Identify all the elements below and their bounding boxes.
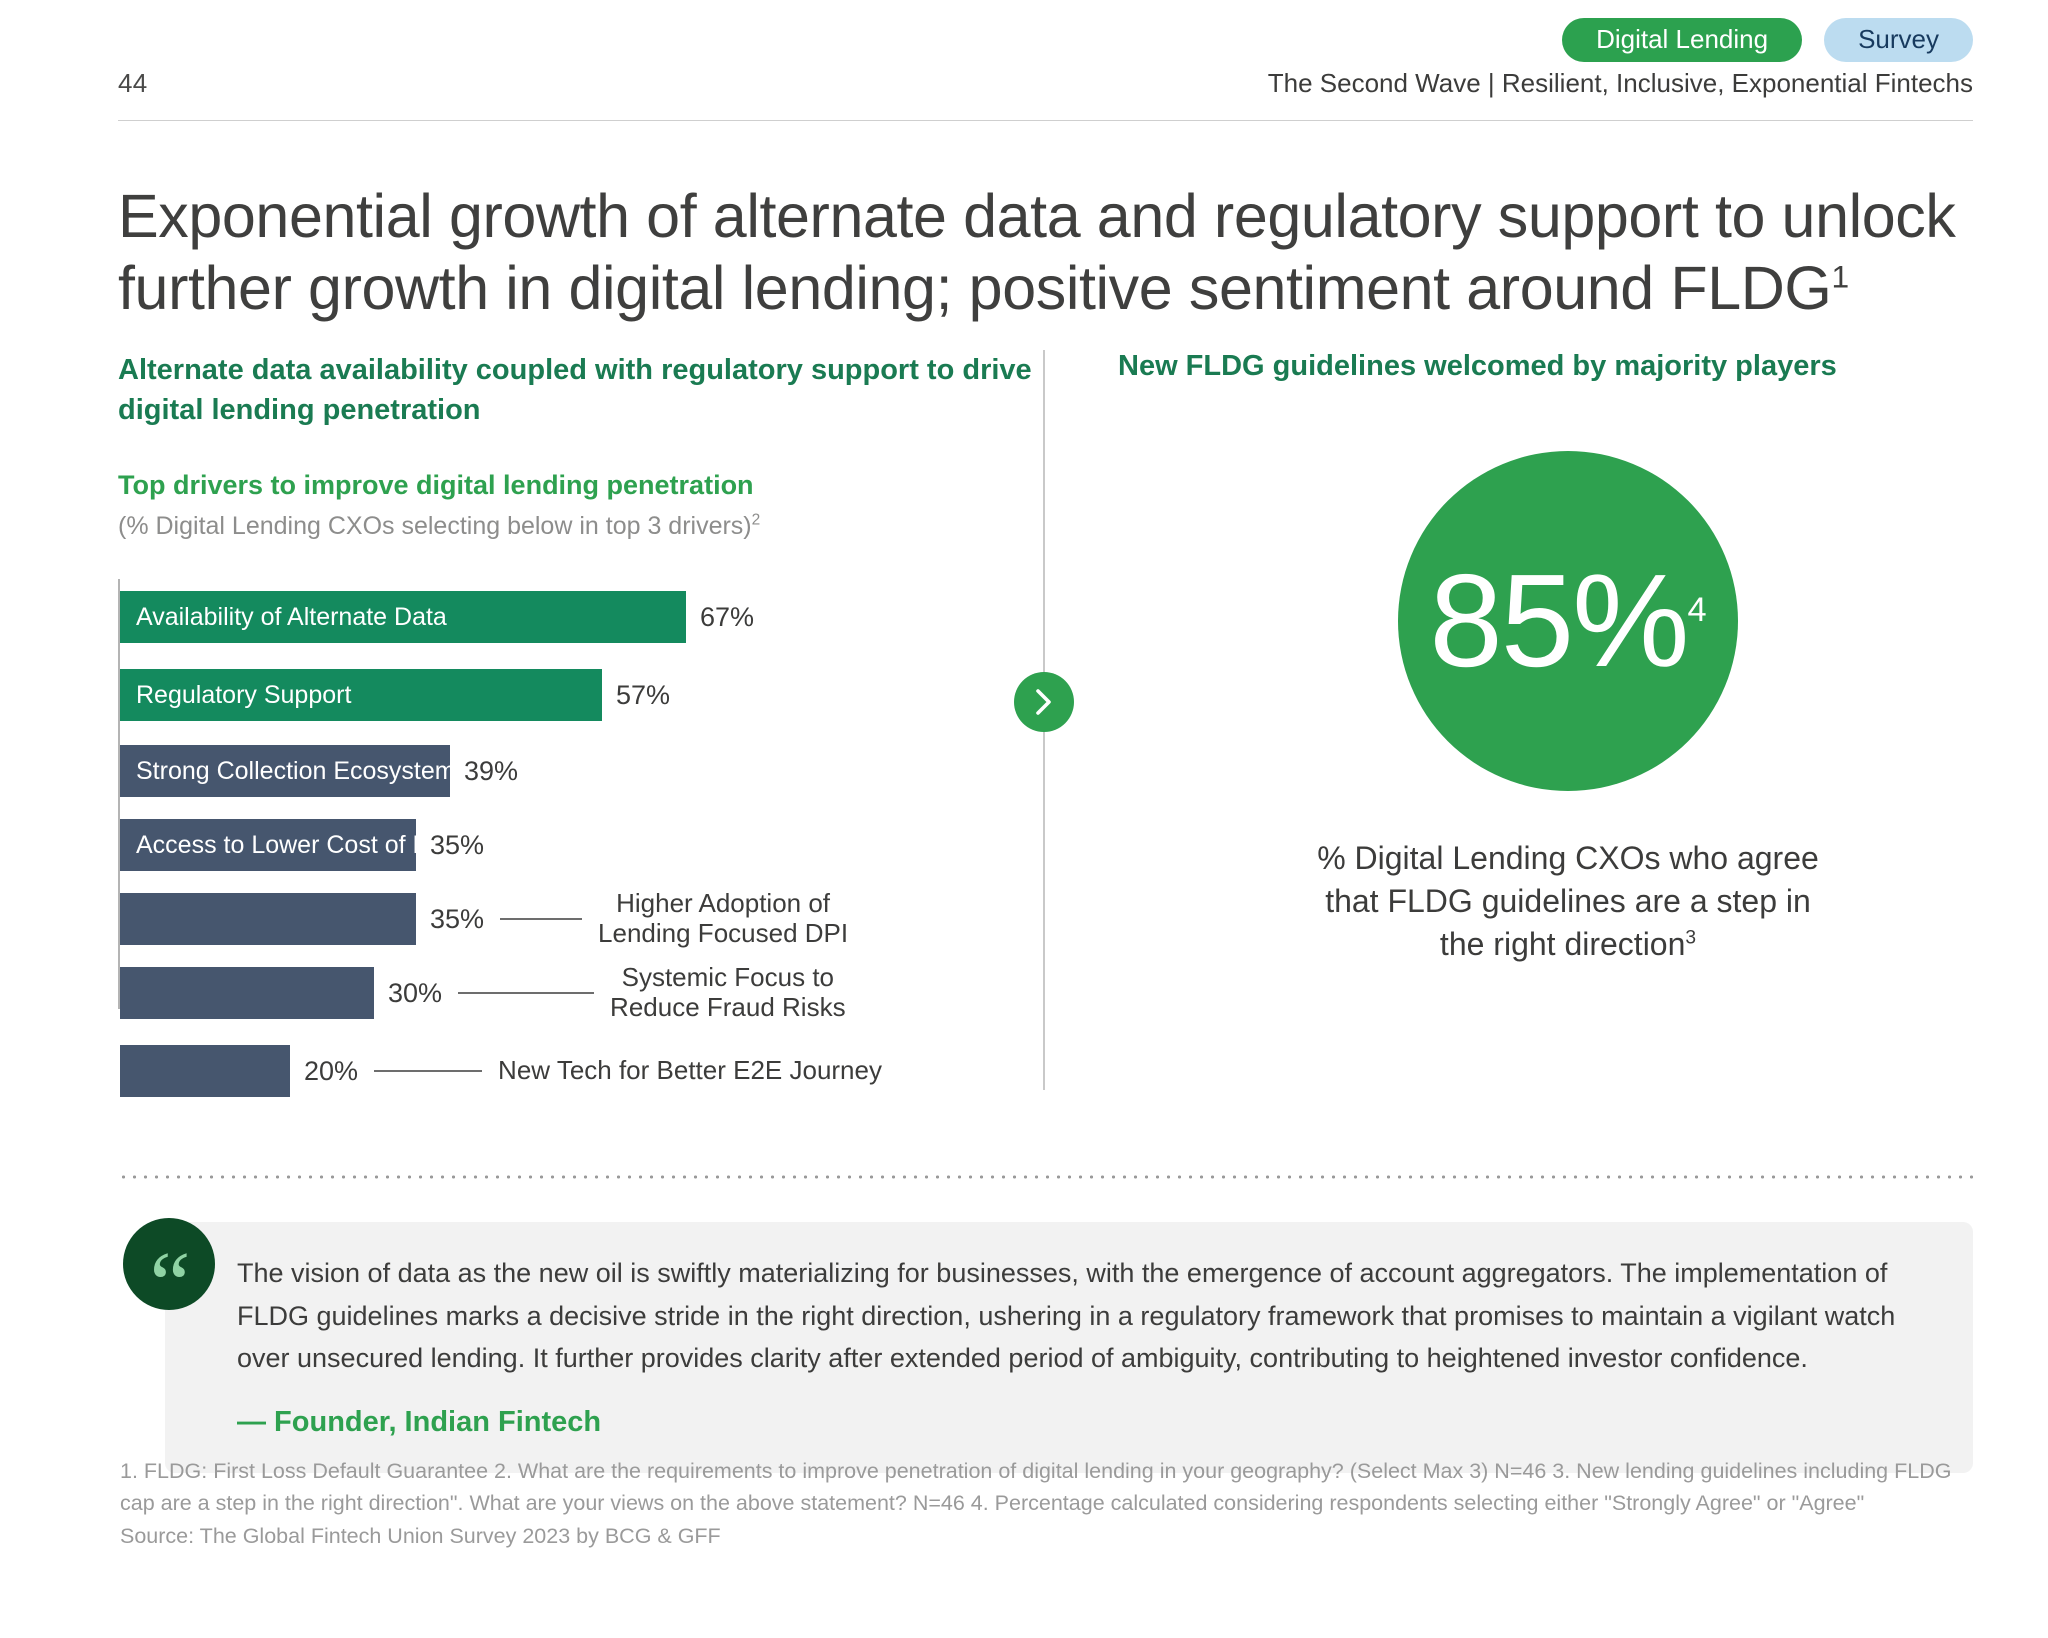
stat-caption-line-1: % Digital Lending CXOs who agree	[1317, 840, 1819, 876]
chart-bar-row: Regulatory Support 57%	[120, 669, 671, 722]
bar-outside-label-line-1: Higher Adoption of	[616, 888, 831, 919]
page-title-line-2: further growth in digital lending; posit…	[118, 253, 1832, 322]
badge-survey[interactable]: Survey	[1824, 18, 1973, 62]
content-panels: Alternate data availability coupled with…	[118, 350, 1978, 1150]
bar-label: Access to Lower Cost of Funds	[136, 830, 482, 859]
bar-chart: Availability of Alternate Data 67% Regul…	[118, 579, 1038, 1098]
chevron-right-icon[interactable]	[1014, 672, 1074, 732]
page-title: Exponential growth of alternate data and…	[118, 181, 1978, 325]
footnote-line-2: cap are a step in the right direction". …	[120, 1491, 1865, 1516]
chart-bar-row: Availability of Alternate Data 67%	[120, 591, 755, 644]
quote-attribution: — Founder, Indian Fintech	[237, 1405, 602, 1438]
footnotes: 1. FLDG: First Loss Default Guarantee 2.…	[120, 1455, 1978, 1552]
bar-value: 20%	[304, 1055, 359, 1086]
bar	[120, 1045, 290, 1098]
bar	[120, 893, 416, 946]
bar-value: 39%	[464, 755, 519, 786]
right-panel: New FLDG guidelines welcomed by majority…	[1118, 350, 2018, 966]
header-divider-rule	[118, 120, 1973, 121]
bar-outside-label-line-1: Systemic Focus to	[621, 962, 835, 993]
bar-outside-label: Systemic Focus to Reduce Fraud Risks	[610, 963, 846, 1022]
stat-superscript: 4	[1687, 591, 1707, 629]
leader-line	[500, 918, 583, 921]
stat-caption-line-2: that FLDG guidelines are a step in	[1325, 882, 1811, 919]
stat-caption-superscript: 3	[1685, 927, 1697, 949]
quote-text: The vision of data as the new oil is swi…	[237, 1258, 1896, 1374]
bar-outside-label: New Tech for Better E2E Journey	[498, 1055, 882, 1086]
chart-bar-row: Access to Lower Cost of Funds 35%	[120, 819, 485, 872]
bar-value: 35%	[430, 829, 485, 860]
stat-value-wrapper: 85%4	[1429, 555, 1706, 687]
deck-running-title: The Second Wave | Resilient, Inclusive, …	[1267, 68, 1973, 98]
quote-box: The vision of data as the new oil is swi…	[165, 1222, 1973, 1473]
bar: Strong Collection Ecosystem	[120, 745, 456, 798]
chart-title: Top drivers to improve digital lending p…	[118, 470, 754, 501]
chart-bar-row: 30% Systemic Focus to Reduce Fraud Risks	[120, 963, 846, 1022]
bar: Regulatory Support	[120, 669, 602, 722]
quote-mark-icon: “	[123, 1218, 215, 1330]
dotted-divider	[118, 1175, 1973, 1179]
bar-value: 67%	[700, 601, 755, 632]
bar-value: 35%	[430, 903, 485, 934]
stat-caption-line-3: the right direction	[1439, 925, 1686, 962]
bar: Access to Lower Cost of Funds	[120, 819, 482, 872]
bar: Availability of Alternate Data	[120, 591, 686, 644]
chart-bar-row: Strong Collection Ecosystem 39%	[120, 745, 519, 798]
header-row: 44 The Second Wave | Resilient, Inclusiv…	[118, 68, 1973, 99]
bar-label: Availability of Alternate Data	[136, 602, 447, 631]
bar-value: 30%	[388, 977, 443, 1008]
chart-axis-line	[118, 579, 120, 1010]
bar-outside-label-line-2: Reduce Fraud Risks	[610, 992, 846, 1023]
chart-bar-row: 20% New Tech for Better E2E Journey	[120, 1045, 882, 1098]
page-number: 44	[118, 68, 148, 98]
footnote-line-3: Source: The Global Fintech Union Survey …	[120, 1523, 721, 1548]
stat-caption: % Digital Lending CXOs who agree that FL…	[1118, 837, 2018, 966]
left-panel: Alternate data availability coupled with…	[118, 350, 1038, 1098]
page-title-superscript: 1	[1831, 258, 1849, 295]
left-panel-heading: Alternate data availability coupled with…	[118, 354, 1032, 427]
bar	[120, 967, 374, 1020]
chart-subtitle: (% Digital Lending CXOs selecting below …	[118, 512, 1038, 541]
stat-value: 85%	[1429, 547, 1689, 694]
chart-subtitle-superscript: 2	[751, 511, 761, 529]
badge-digital-lending[interactable]: Digital Lending	[1562, 18, 1803, 62]
stat-circle: 85%4	[1398, 451, 1738, 791]
header-badges: Digital Lending Survey	[1562, 18, 1973, 62]
bar-label: Strong Collection Ecosystem	[136, 756, 456, 785]
chart-bar-row: 35% Higher Adoption of Lending Focused D…	[120, 889, 848, 948]
footnote-line-1: 1. FLDG: First Loss Default Guarantee 2.…	[120, 1459, 1952, 1483]
right-panel-heading: New FLDG guidelines welcomed by majority…	[1118, 350, 1837, 382]
bar-outside-label-line-2: Lending Focused DPI	[598, 918, 849, 949]
leader-line	[458, 992, 595, 995]
stat-circle-wrapper: 85%4	[1118, 451, 2018, 791]
bar-outside-label: Higher Adoption of Lending Focused DPI	[598, 889, 848, 948]
chart-subtitle-text: (% Digital Lending CXOs selecting below …	[118, 512, 752, 541]
bar-value: 57%	[616, 679, 671, 710]
leader-line	[374, 1070, 483, 1073]
bar-label: Regulatory Support	[136, 680, 352, 709]
page-title-line-1: Exponential growth of alternate data and…	[118, 181, 1956, 250]
